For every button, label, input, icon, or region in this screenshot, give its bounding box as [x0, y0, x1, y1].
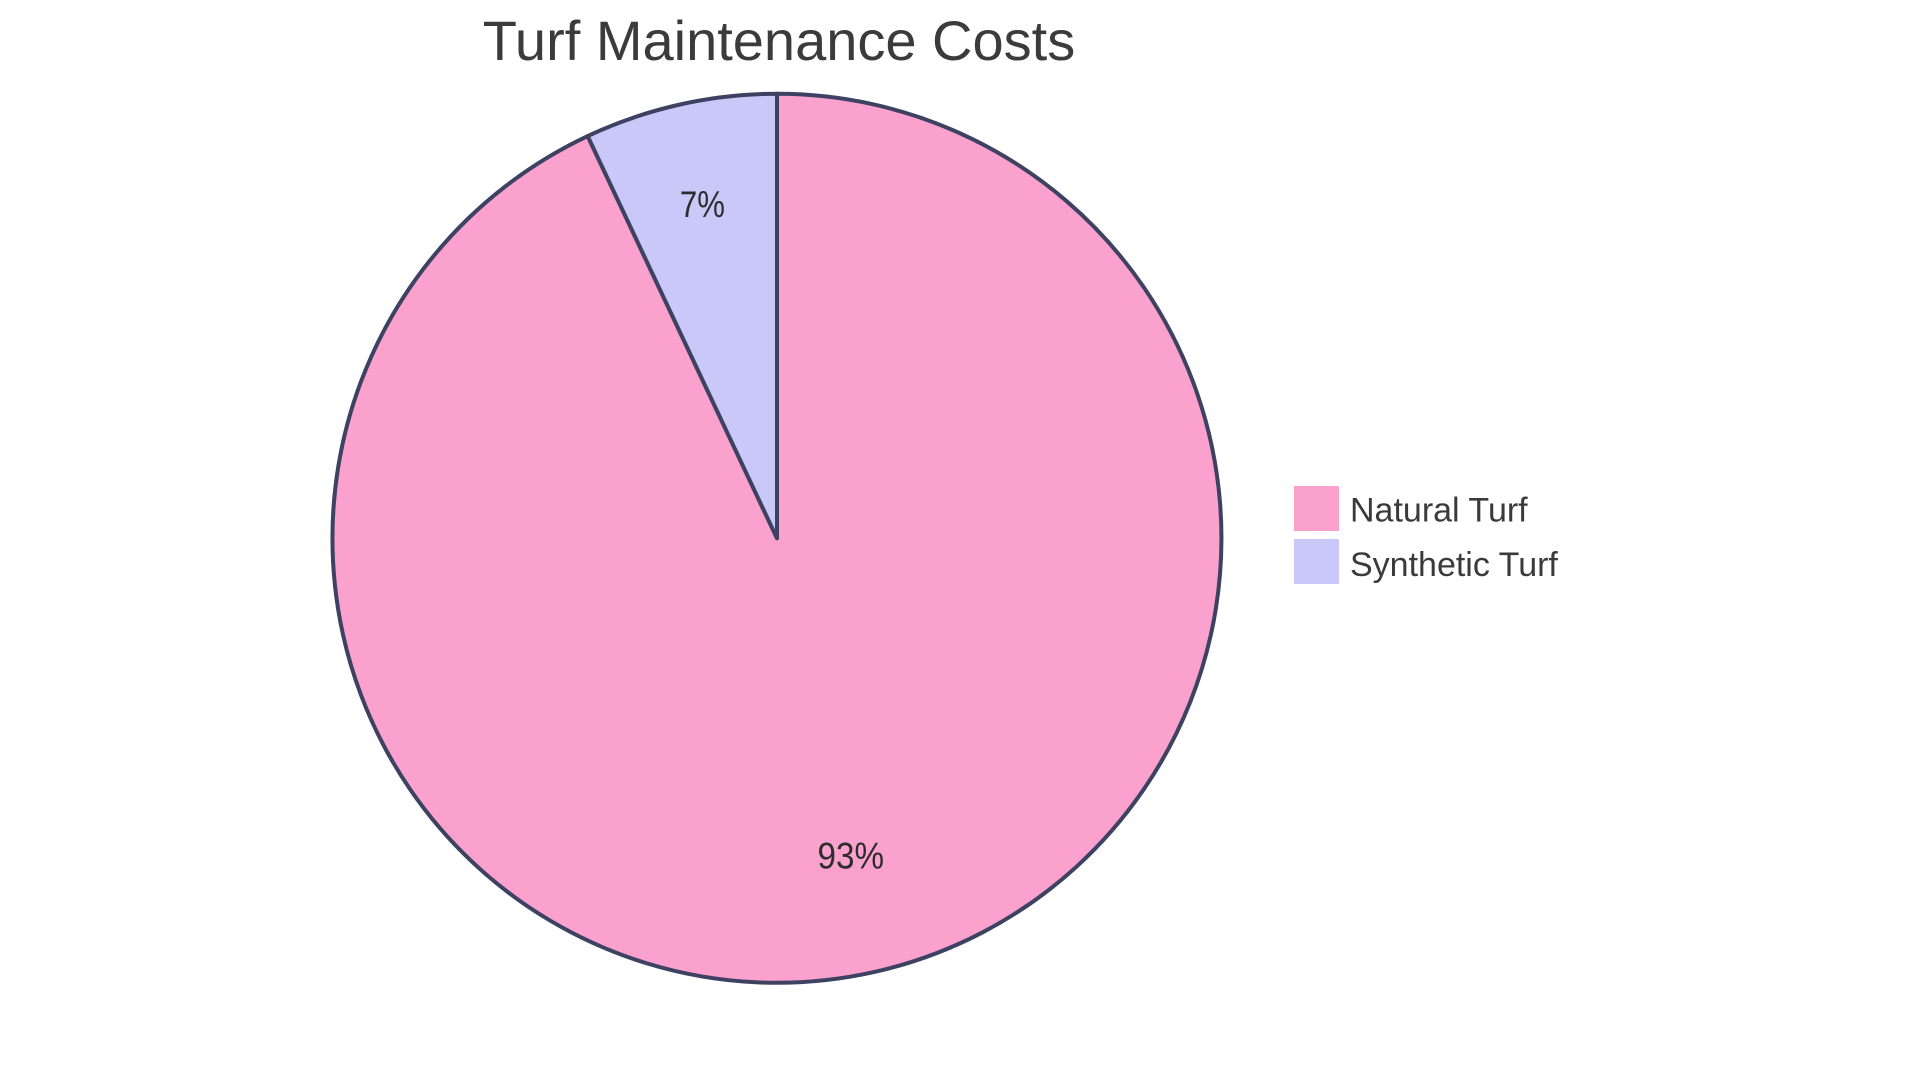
svg-text:Turf Maintenance Costs: Turf Maintenance Costs	[483, 9, 1075, 72]
svg-text:Natural Turf: Natural Turf	[1350, 491, 1528, 529]
svg-text:93%: 93%	[818, 834, 885, 876]
svg-text:Synthetic Turf: Synthetic Turf	[1350, 546, 1558, 584]
svg-text:7%: 7%	[680, 183, 725, 225]
